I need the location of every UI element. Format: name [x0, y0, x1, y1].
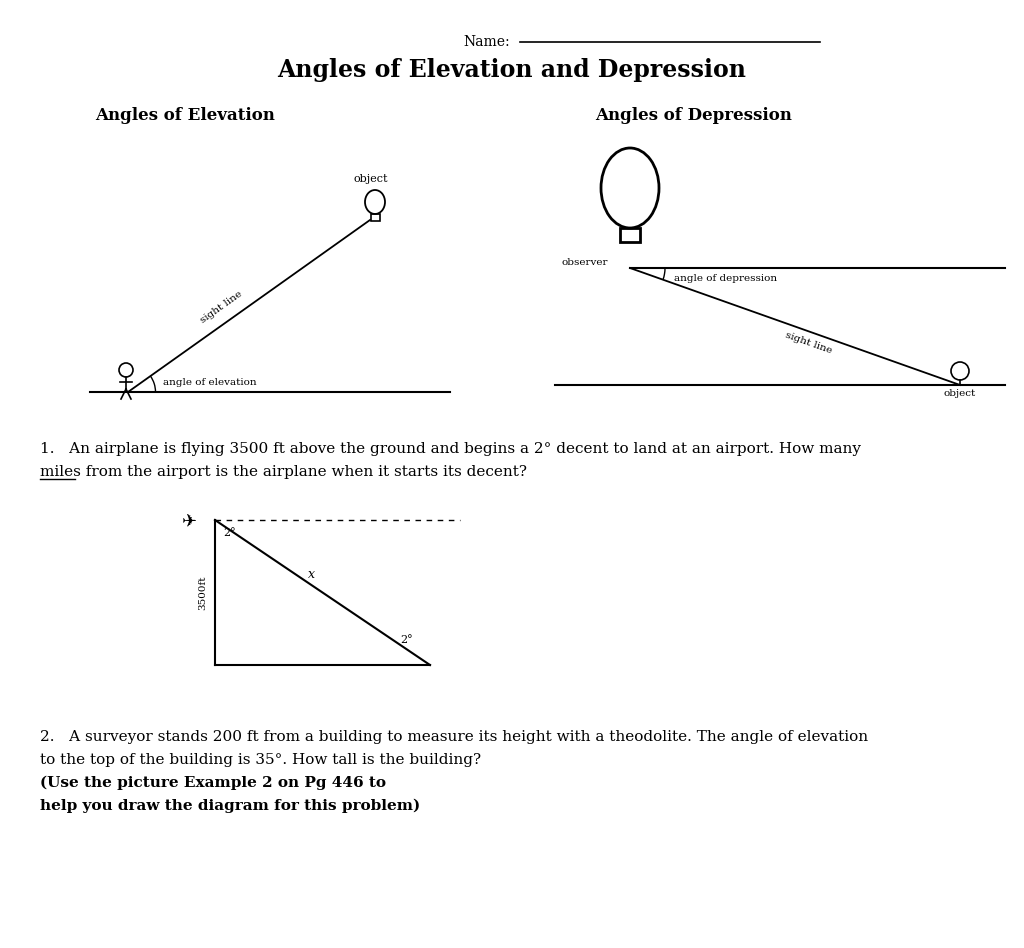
Text: 3500ft: 3500ft [199, 575, 208, 610]
Text: 1.   An airplane is flying 3500 ft above the ground and begins a 2° decent to la: 1. An airplane is flying 3500 ft above t… [40, 442, 861, 456]
Bar [371, 214, 380, 221]
Text: 2°: 2° [400, 635, 413, 645]
Text: 2°: 2° [223, 528, 236, 538]
Text: sight line: sight line [784, 330, 834, 356]
Text: object: object [944, 389, 976, 398]
Text: to the top of the building is 35°. How tall is the building?: to the top of the building is 35°. How t… [40, 753, 486, 767]
Text: angle of elevation: angle of elevation [163, 377, 257, 387]
Text: observer: observer [562, 258, 608, 266]
Text: x: x [307, 568, 314, 580]
Text: angle of depression: angle of depression [674, 274, 777, 283]
Text: miles from the airport is the airplane when it starts its decent?: miles from the airport is the airplane w… [40, 465, 527, 479]
Text: Angles of Elevation and Depression: Angles of Elevation and Depression [278, 58, 746, 82]
Text: object: object [353, 174, 388, 184]
Text: Angles of Elevation: Angles of Elevation [95, 106, 274, 123]
Text: (Use the picture Example 2 on Pg 446 to: (Use the picture Example 2 on Pg 446 to [40, 776, 386, 791]
Text: sight line: sight line [199, 289, 244, 325]
Bar [620, 228, 640, 242]
Text: Angles of Depression: Angles of Depression [595, 106, 792, 123]
Text: 2.   A surveyor stands 200 ft from a building to measure its height with a theod: 2. A surveyor stands 200 ft from a build… [40, 730, 868, 744]
Text: ✈: ✈ [182, 514, 197, 532]
Text: help you draw the diagram for this problem): help you draw the diagram for this probl… [40, 799, 420, 813]
Text: Name:: Name: [464, 35, 510, 49]
